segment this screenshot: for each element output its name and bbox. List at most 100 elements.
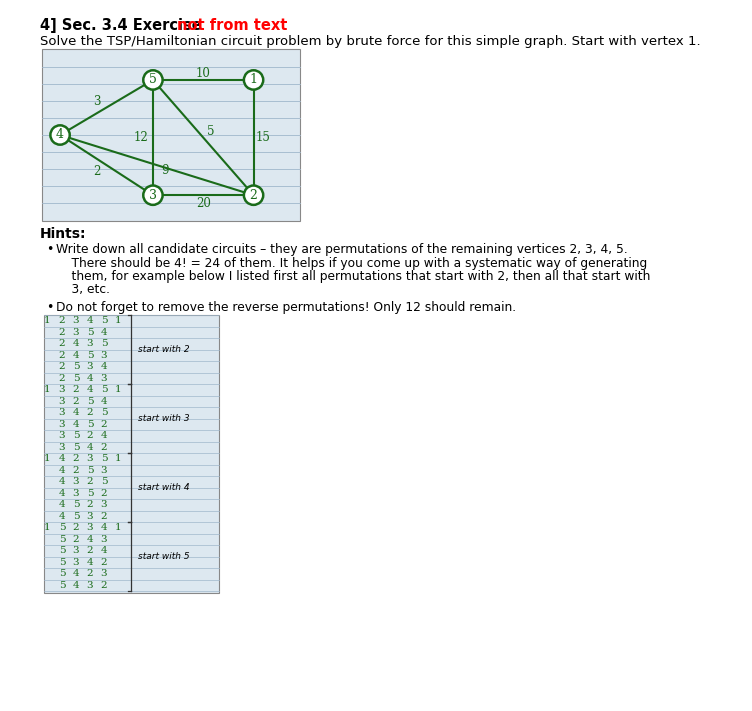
Text: 5: 5 (86, 466, 93, 475)
Text: 4: 4 (59, 478, 65, 486)
Text: 15: 15 (256, 131, 271, 144)
Bar (42, 49, 300, 221)
Circle shape (50, 125, 70, 144)
Text: 4: 4 (73, 339, 79, 348)
Text: 4: 4 (59, 466, 65, 475)
Text: 3: 3 (101, 374, 108, 383)
Text: 4: 4 (59, 454, 65, 464)
Text: 1: 1 (44, 316, 50, 326)
Text: 3: 3 (59, 432, 65, 441)
Text: 3: 3 (73, 558, 79, 567)
Bar (44, 315, 219, 593)
Text: 4: 4 (73, 351, 79, 360)
Text: 1: 1 (115, 385, 121, 395)
Text: start with 3: start with 3 (138, 414, 190, 423)
Text: not from text: not from text (177, 18, 287, 33)
Text: 12: 12 (134, 131, 148, 144)
Text: 5: 5 (59, 523, 65, 533)
Text: 5: 5 (101, 409, 108, 417)
Text: 2: 2 (86, 501, 93, 510)
Text: 5: 5 (73, 363, 79, 371)
Text: 4: 4 (73, 570, 79, 579)
Text: 3: 3 (73, 478, 79, 486)
Text: 5: 5 (73, 374, 79, 383)
Text: 4: 4 (59, 489, 65, 498)
Text: 4: 4 (86, 535, 93, 544)
Text: 2: 2 (73, 535, 79, 544)
Text: 3: 3 (86, 363, 93, 371)
Text: 3: 3 (59, 397, 65, 406)
Text: 3: 3 (59, 443, 65, 452)
Text: 5: 5 (73, 501, 79, 510)
Text: 4: 4 (86, 316, 93, 326)
Text: 1: 1 (44, 523, 50, 533)
Text: 4: 4 (101, 397, 108, 406)
Text: 3: 3 (59, 409, 65, 417)
Text: 2: 2 (59, 363, 65, 371)
Text: 4: 4 (56, 129, 64, 141)
Text: start with 5: start with 5 (138, 552, 190, 561)
Text: 5: 5 (59, 535, 65, 544)
Text: 3: 3 (101, 466, 108, 475)
Text: 5: 5 (59, 547, 65, 555)
Text: 3: 3 (59, 420, 65, 429)
Text: 4: 4 (73, 420, 79, 429)
Text: 5: 5 (101, 385, 108, 395)
Text: 2: 2 (92, 165, 100, 178)
Text: 1: 1 (250, 73, 257, 87)
Text: 4: 4 (101, 328, 108, 337)
Text: them, for example below I listed first all permutations that start with 2, then : them, for example below I listed first a… (56, 270, 650, 283)
Text: 3: 3 (101, 570, 108, 579)
Text: Solve the TSP/Hamiltonian circuit problem by brute force for this simple graph. : Solve the TSP/Hamiltonian circuit proble… (40, 35, 701, 48)
Text: 4: 4 (101, 432, 108, 441)
Text: 4: 4 (86, 374, 93, 383)
Text: 3: 3 (92, 95, 100, 108)
Text: 5: 5 (86, 328, 93, 337)
Text: 5: 5 (101, 478, 108, 486)
Text: 4: 4 (86, 558, 93, 567)
Text: 2: 2 (73, 385, 79, 395)
Text: Do not forget to remove the reverse permutations! Only 12 should remain.: Do not forget to remove the reverse perm… (56, 301, 516, 314)
Text: 3: 3 (101, 351, 108, 360)
Text: 5: 5 (73, 432, 79, 441)
Text: start with 4: start with 4 (138, 483, 190, 492)
Text: 4: 4 (73, 581, 79, 590)
Circle shape (144, 70, 162, 90)
Text: 4: 4 (86, 443, 93, 452)
Text: 2: 2 (250, 188, 257, 202)
Text: 3, etc.: 3, etc. (56, 284, 110, 296)
Text: 1: 1 (115, 316, 121, 326)
Text: 3: 3 (73, 489, 79, 498)
Text: 5: 5 (86, 420, 93, 429)
Text: 3: 3 (149, 188, 157, 202)
Text: •: • (46, 301, 53, 314)
Text: 2: 2 (101, 558, 108, 567)
Text: 2: 2 (86, 409, 93, 417)
Text: 1: 1 (44, 385, 50, 395)
Text: 2: 2 (101, 420, 108, 429)
Circle shape (244, 186, 263, 205)
Text: 4: 4 (59, 501, 65, 510)
Text: 2: 2 (101, 443, 108, 452)
Text: 5: 5 (86, 489, 93, 498)
Text: 5: 5 (208, 125, 215, 138)
Text: Hints:: Hints: (40, 227, 86, 241)
Text: 1: 1 (115, 454, 121, 464)
Text: 3: 3 (86, 523, 93, 533)
Text: 2: 2 (86, 547, 93, 555)
Text: 3: 3 (73, 316, 79, 326)
Text: 4: 4 (59, 512, 65, 521)
Text: 2: 2 (101, 489, 108, 498)
Text: 2: 2 (59, 328, 65, 337)
Text: 5: 5 (149, 73, 157, 87)
Text: 4] Sec. 3.4 Exercise: 4] Sec. 3.4 Exercise (40, 18, 207, 33)
Text: 5: 5 (73, 512, 79, 521)
Text: 3: 3 (101, 501, 108, 510)
Text: 2: 2 (86, 570, 93, 579)
Text: 2: 2 (73, 466, 79, 475)
Text: 2: 2 (101, 581, 108, 590)
Circle shape (244, 70, 263, 90)
Text: 4: 4 (73, 409, 79, 417)
Text: 20: 20 (196, 197, 211, 210)
Text: start with 2: start with 2 (138, 345, 190, 354)
